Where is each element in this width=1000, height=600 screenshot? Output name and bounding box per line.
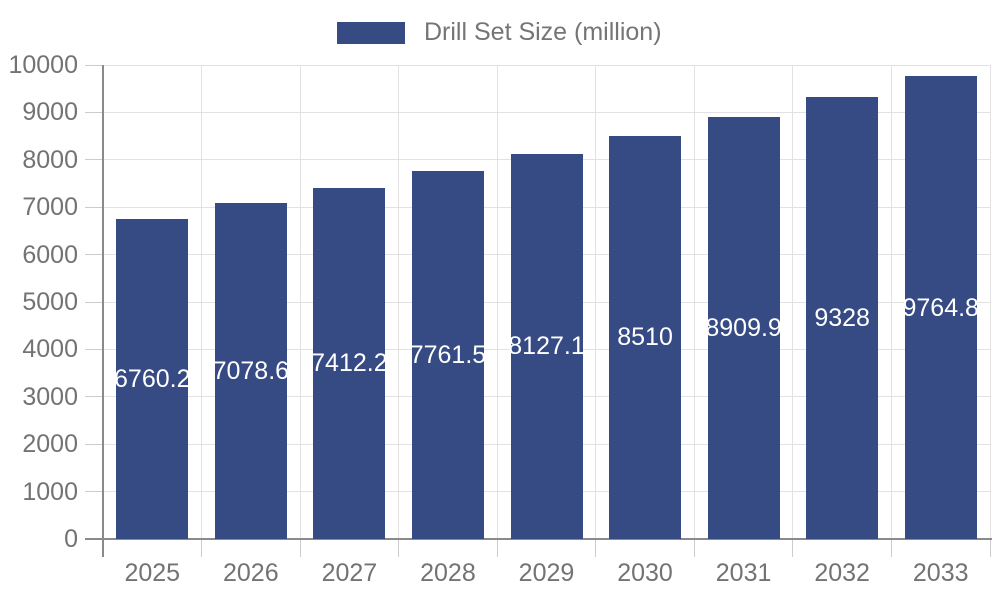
x-axis-label: 2028 [420,559,476,587]
x-axis-label: 2031 [715,559,772,587]
bar-value-label: 9764.8 [902,293,979,322]
bar-value-label: 8510 [617,323,673,352]
bar-value-label: 7761.5 [409,341,487,370]
y-axis-label: 1000 [22,477,78,506]
y-axis-tick [85,491,103,493]
x-axis-label: 2032 [814,559,870,587]
y-axis-label: 5000 [22,288,78,316]
v-gridline [890,65,892,539]
y-axis-label: 8000 [22,145,78,174]
y-axis-tick [85,443,103,445]
x-axis-tick [496,539,498,557]
y-axis-label: 2000 [22,430,78,459]
legend[interactable]: Drill Set Size (million) [337,17,662,48]
v-gridline [496,65,498,539]
x-axis-tick [792,539,794,557]
legend-swatch [337,21,405,44]
y-axis-label: 4000 [22,335,78,364]
bar-value-label: 7412.2 [311,349,388,378]
y-axis-tick [85,206,103,208]
bar-value-label: 8909.9 [705,313,782,342]
x-axis-label: 2030 [617,559,673,587]
bar[interactable] [313,187,386,539]
x-axis-label: 2029 [518,559,575,587]
v-gridline [792,65,794,539]
bar-value-label: 9328 [814,303,870,332]
y-axis-label: 10000 [8,51,78,79]
y-axis-label: 0 [64,525,78,553]
y-axis-tick [85,254,103,256]
bar[interactable] [904,76,977,539]
y-axis-tick [85,348,103,350]
bar[interactable] [806,96,879,539]
v-gridline [595,65,597,539]
h-gridline [103,111,990,113]
x-axis-tick [398,539,400,557]
bar[interactable] [116,218,189,539]
x-axis-label: 2026 [223,559,279,587]
x-axis-line [85,538,992,540]
v-gridline [398,65,400,539]
y-axis-tick [85,111,103,113]
v-gridline [989,65,991,539]
y-axis-label: 7000 [22,193,78,222]
bar-value-label: 7078.6 [212,357,290,386]
bar-value-label: 8127.1 [508,332,585,361]
x-axis-tick [989,539,991,557]
x-axis-tick [299,539,301,557]
y-axis-tick [85,301,103,303]
v-gridline [299,65,301,539]
bar-value-label: 6760.2 [114,364,191,393]
y-axis-label: 3000 [22,382,78,411]
y-axis-label: 9000 [22,98,78,127]
y-axis-tick [85,396,103,398]
x-axis-tick [890,539,892,557]
x-axis-label: 2033 [912,559,969,587]
v-gridline [201,65,203,539]
bar[interactable] [411,171,484,539]
bar[interactable] [510,153,583,539]
legend-label: Drill Set Size (million) [424,18,662,46]
x-axis-label: 2025 [124,559,181,587]
x-axis-tick [595,539,597,557]
bar[interactable] [707,116,780,539]
bar[interactable] [214,203,287,539]
h-gridline [103,64,990,66]
v-gridline [693,65,695,539]
x-axis-tick [201,539,203,557]
x-axis-label: 2027 [321,559,378,587]
y-axis-tick [85,159,103,161]
y-axis-line [102,65,104,557]
bar[interactable] [609,135,682,539]
y-axis-tick [85,64,103,66]
x-axis-tick [693,539,695,557]
y-axis-label: 6000 [22,240,78,269]
